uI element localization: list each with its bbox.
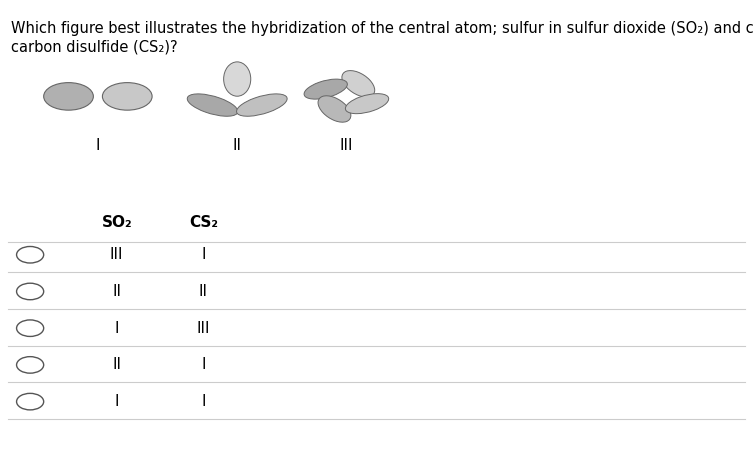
Text: II: II [112,358,121,372]
Text: I: I [201,247,206,262]
Text: III: III [110,247,123,262]
Text: I: I [201,394,206,409]
Text: I: I [114,321,119,336]
Text: II: II [233,138,242,153]
Ellipse shape [224,62,251,96]
Ellipse shape [236,94,287,116]
Text: I: I [201,358,206,372]
Text: I: I [96,138,100,153]
Text: III: III [197,321,210,336]
Ellipse shape [187,94,238,116]
Text: carbon disulfide (CS₂)?: carbon disulfide (CS₂)? [11,39,178,54]
Text: II: II [199,284,208,299]
Ellipse shape [44,83,93,110]
Text: II: II [112,284,121,299]
Text: SO₂: SO₂ [102,215,132,230]
Text: I: I [114,394,119,409]
Text: CS₂: CS₂ [189,215,218,230]
Ellipse shape [342,71,375,97]
Ellipse shape [304,79,347,99]
Ellipse shape [102,83,152,110]
Ellipse shape [318,96,351,122]
Text: III: III [340,138,353,153]
Text: Which figure best illustrates the hybridization of the central atom; sulfur in s: Which figure best illustrates the hybrid… [11,21,753,36]
Ellipse shape [346,94,389,114]
